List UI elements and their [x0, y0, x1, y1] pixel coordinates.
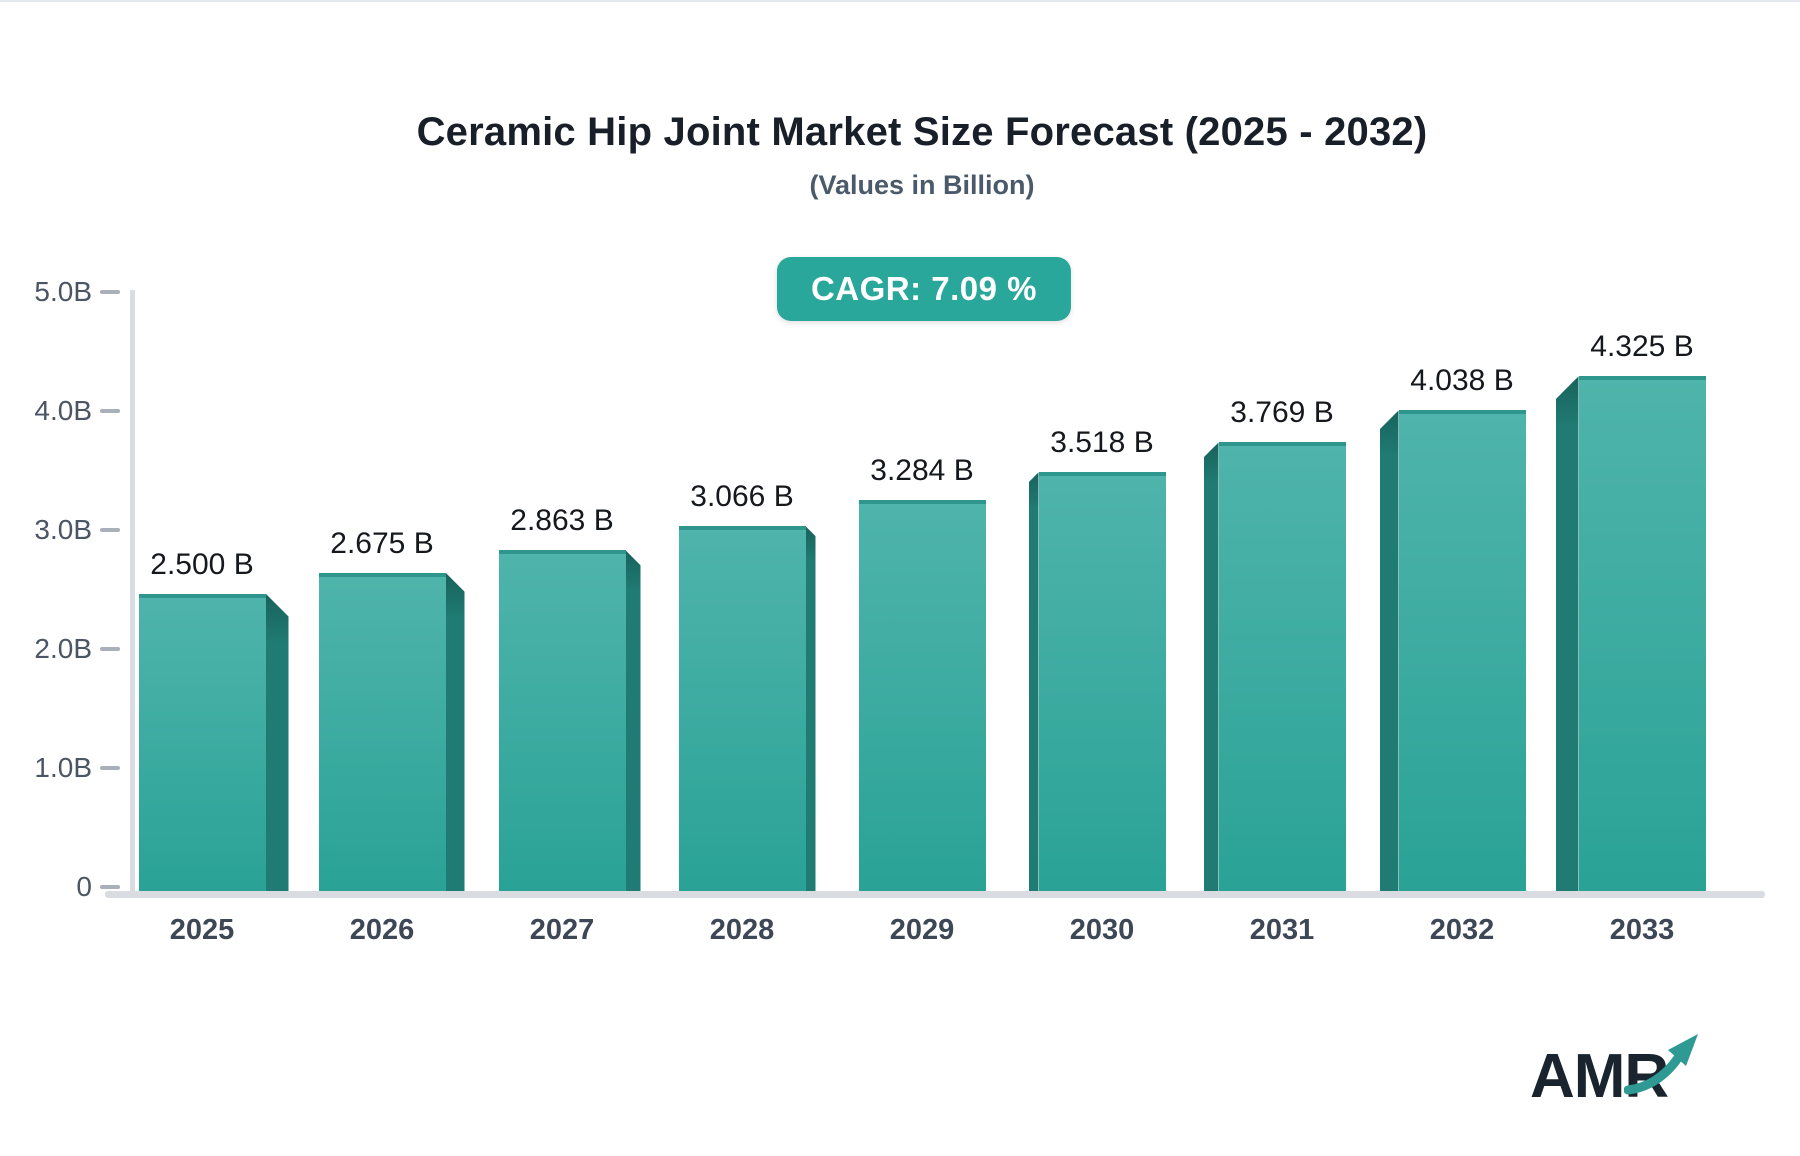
bar-2025: [138, 593, 266, 891]
y-axis-line: [130, 290, 135, 895]
bar-value-label-2031: 3.769 B: [1230, 396, 1334, 430]
amr-logo: AMR: [1530, 1030, 1700, 1120]
bar-value-label-2026: 2.675 B: [330, 526, 434, 560]
chart-subtitle: (Values in Billion): [809, 170, 1035, 200]
bar-side-3d-2031: [1203, 442, 1219, 891]
bar-2033: [1578, 376, 1706, 891]
x-tick-label-2029: 2029: [889, 914, 955, 946]
trending-up-arrow-icon: [1623, 1032, 1708, 1103]
x-tick-label-2033: 2033: [1609, 914, 1675, 946]
bar-2031: [1218, 442, 1346, 891]
y-tick-mark: [100, 766, 120, 770]
x-tick-label-2025: 2025: [169, 914, 235, 946]
bar-side-3d-2030: [1028, 472, 1039, 891]
y-tick-label-0: 0: [76, 871, 92, 902]
bar-2026: [318, 572, 446, 891]
y-tick-label-2.0B: 2.0B: [34, 633, 92, 664]
x-tick-label-2031: 2031: [1249, 914, 1315, 946]
bar-value-label-2028: 3.066 B: [690, 480, 794, 514]
bar-value-label-2029: 3.284 B: [870, 454, 974, 488]
amr-logo-text: AMR: [1530, 1042, 1669, 1111]
y-tick-label-5.0B: 5.0B: [34, 276, 92, 307]
bar-value-label-2033: 4.325 B: [1590, 330, 1694, 364]
y-tick-mark: [100, 528, 120, 532]
y-tick-label-1.0B: 1.0B: [34, 752, 92, 783]
y-tick-mark: [100, 885, 120, 889]
bar-value-label-2030: 3.518 B: [1050, 426, 1154, 460]
x-tick-label-2026: 2026: [349, 914, 415, 946]
x-tick-label-2032: 2032: [1429, 914, 1495, 946]
bar-side-3d-2032: [1379, 410, 1399, 891]
x-tick-label-2027: 2027: [529, 914, 595, 946]
y-tick-label-3.0B: 3.0B: [34, 514, 92, 545]
y-tick-mark: [100, 647, 120, 651]
cagr-badge: CAGR: 7.09 %: [776, 257, 1072, 321]
bar-side-3d-2027: [625, 550, 641, 891]
y-tick-label-4.0B: 4.0B: [34, 395, 92, 426]
x-axis-baseline: [105, 891, 1765, 898]
bar-side-3d-2025: [265, 593, 289, 891]
bar-2030: [1038, 472, 1166, 891]
bar-2029: [858, 500, 986, 891]
bar-2027: [498, 550, 626, 891]
bar-value-label-2032: 4.038 B: [1410, 364, 1514, 398]
y-tick-mark: [100, 290, 120, 294]
bar-2032: [1398, 410, 1526, 891]
bar-value-label-2025: 2.500 B: [150, 547, 254, 581]
bar-side-3d-2028: [805, 526, 816, 891]
bar-side-3d-2026: [445, 572, 465, 891]
y-tick-mark: [100, 409, 120, 413]
bar-side-3d-2033: [1555, 376, 1579, 891]
x-tick-label-2030: 2030: [1069, 914, 1135, 946]
chart-title: Ceramic Hip Joint Market Size Forecast (…: [416, 110, 1428, 154]
bar-2028: [678, 526, 806, 891]
bar-value-label-2027: 2.863 B: [510, 504, 614, 538]
x-tick-label-2028: 2028: [709, 914, 775, 946]
